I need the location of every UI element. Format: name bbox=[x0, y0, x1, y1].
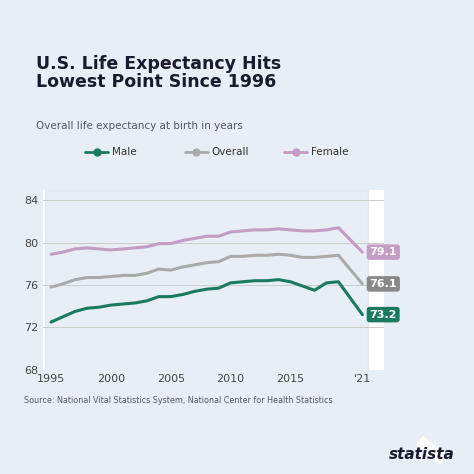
Text: 73.2: 73.2 bbox=[370, 310, 397, 319]
Text: statista: statista bbox=[389, 447, 455, 462]
Text: Male: Male bbox=[112, 146, 137, 157]
Text: 76.1: 76.1 bbox=[370, 279, 397, 289]
Text: Overall: Overall bbox=[211, 146, 249, 157]
Text: 79.1: 79.1 bbox=[370, 247, 397, 257]
Text: Source: National Vital Statistics System, National Center for Health Statistics: Source: National Vital Statistics System… bbox=[24, 396, 332, 405]
Text: Lowest Point Since 1996: Lowest Point Since 1996 bbox=[36, 73, 276, 91]
Text: Female: Female bbox=[311, 146, 348, 157]
Text: Overall life expectancy at birth in years: Overall life expectancy at birth in year… bbox=[36, 121, 242, 131]
FancyArrow shape bbox=[417, 437, 446, 464]
Text: U.S. Life Expectancy Hits: U.S. Life Expectancy Hits bbox=[36, 55, 281, 73]
Bar bbox=[45, 190, 368, 370]
